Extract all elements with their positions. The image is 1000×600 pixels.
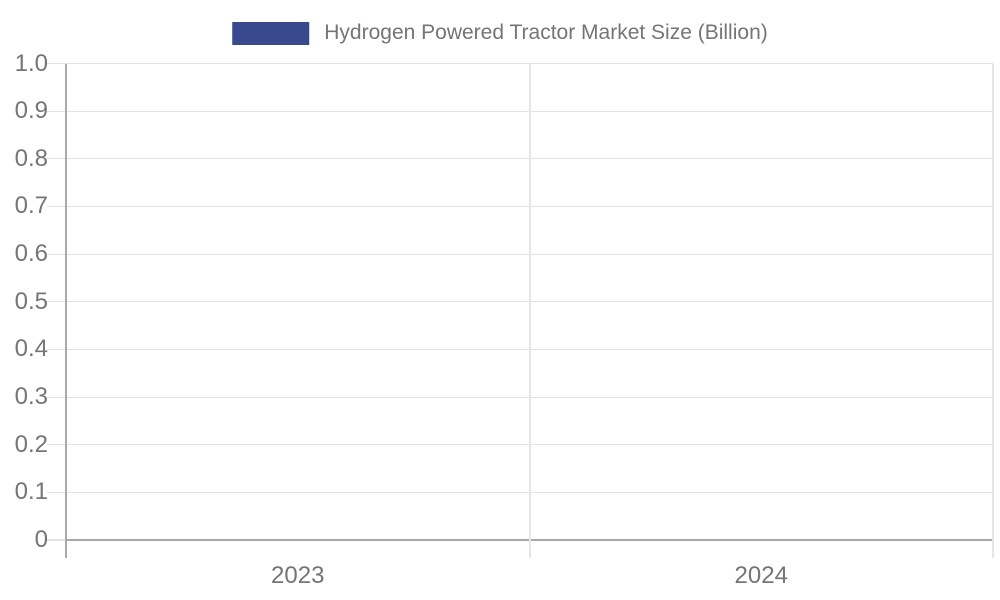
y-gridline [47, 205, 993, 207]
y-tick-label: 0.2 [14, 430, 48, 458]
y-axis-line [65, 63, 67, 558]
y-tick-mark [47, 539, 66, 541]
legend-swatch [232, 21, 310, 45]
y-gridline [47, 396, 993, 398]
y-gridline [47, 110, 993, 112]
x-tick-label: 2023 [271, 562, 325, 589]
y-tick-label: 0.9 [14, 97, 48, 125]
y-tick-label: 0.5 [14, 287, 48, 315]
y-gridline [47, 491, 993, 493]
y-gridline [47, 444, 993, 446]
y-gridline [47, 63, 993, 64]
y-tick-label: 0.6 [14, 240, 48, 268]
y-gridline [47, 348, 993, 350]
y-tick-label: 0.7 [14, 192, 48, 220]
y-tick-label: 0.4 [14, 335, 48, 363]
category-boundary-line [528, 63, 531, 558]
legend-label: Hydrogen Powered Tractor Market Size (Bi… [324, 21, 768, 44]
y-tick-label: 0.8 [14, 144, 48, 172]
y-tick-label: 0.3 [14, 383, 48, 411]
y-tick-label: 0.1 [14, 478, 48, 506]
y-tick-label: 0 [34, 526, 48, 553]
y-tick-label: 1.0 [14, 49, 48, 77]
x-tick-label: 2024 [734, 562, 788, 589]
y-gridline [47, 158, 993, 160]
y-gridline [47, 301, 993, 303]
legend[interactable]: Hydrogen Powered Tractor Market Size (Bi… [232, 20, 768, 46]
y-gridline [47, 253, 993, 255]
category-boundary-line [992, 63, 994, 558]
